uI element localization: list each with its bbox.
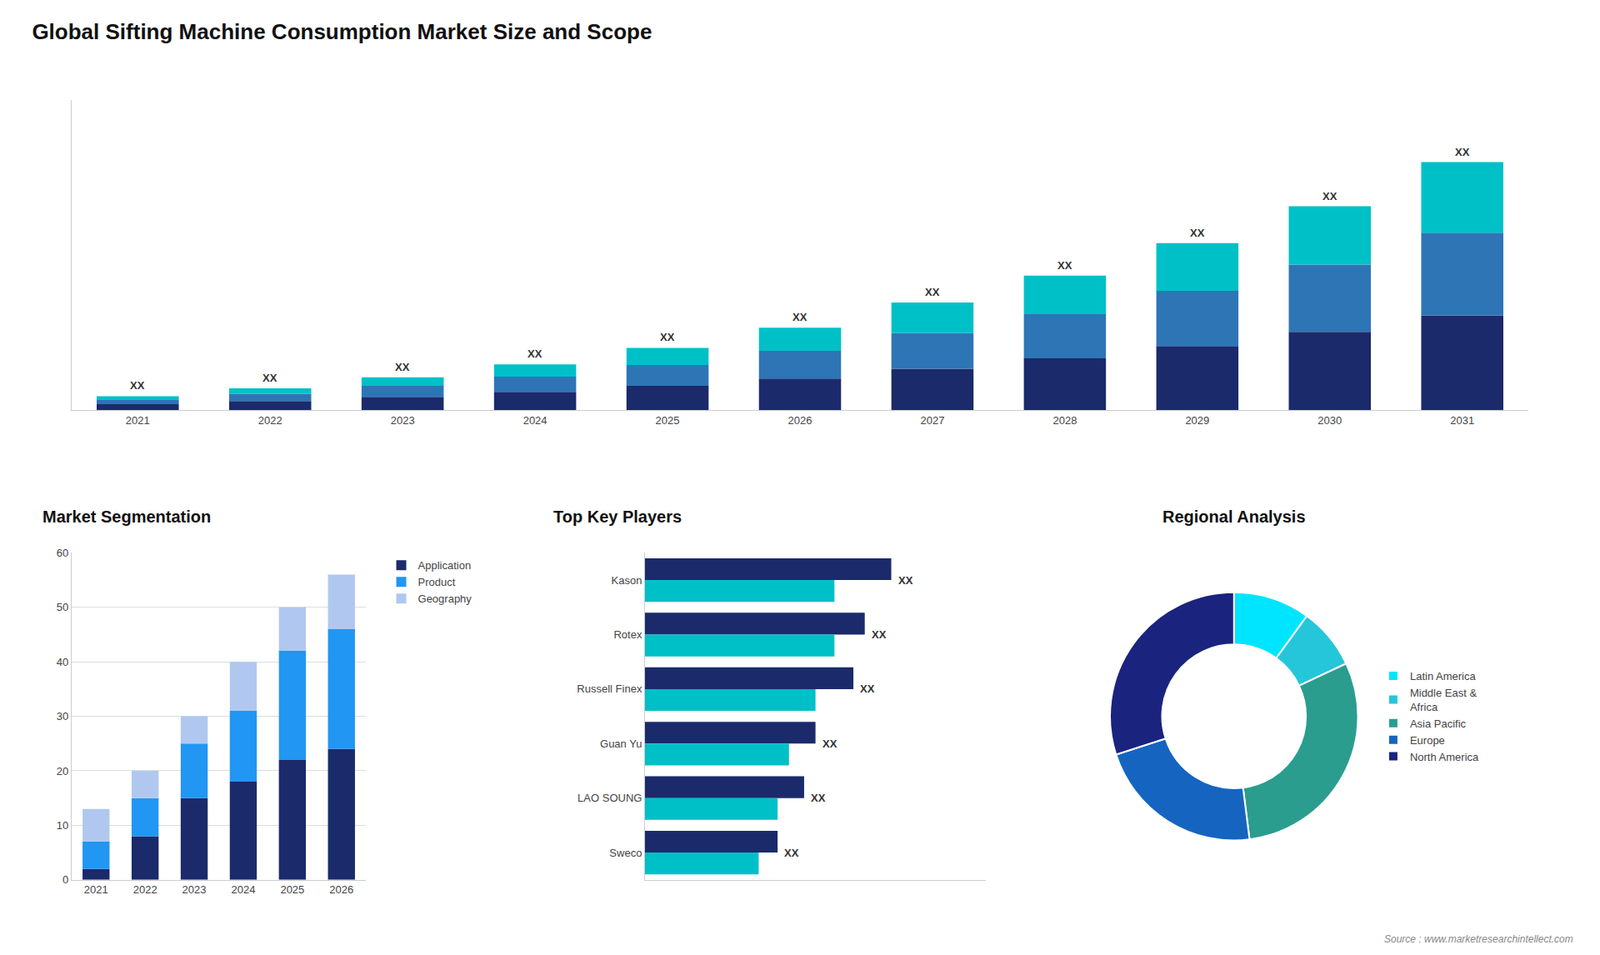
svg-text:XX: XX <box>660 330 675 344</box>
svg-text:2028: 2028 <box>1052 414 1077 427</box>
svg-text:XX: XX <box>262 371 278 385</box>
svg-text:XX: XX <box>1322 190 1338 203</box>
svg-text:XX: XX <box>822 737 838 750</box>
svg-text:Middle East &Africa: Middle East &Africa <box>1410 686 1478 714</box>
svg-text:2030: 2030 <box>1317 414 1342 427</box>
svg-text:Geography: Geography <box>418 592 473 605</box>
svg-text:XX: XX <box>925 285 940 299</box>
svg-text:Regional Analysis: Regional Analysis <box>1162 507 1306 526</box>
svg-text:Top Key Players: Top Key Players <box>553 507 682 526</box>
svg-text:2021: 2021 <box>84 883 109 896</box>
svg-text:2022: 2022 <box>133 883 158 896</box>
svg-text:2026: 2026 <box>788 414 813 427</box>
svg-text:Kason: Kason <box>611 574 643 587</box>
svg-text:Asia Pacific: Asia Pacific <box>1410 717 1467 730</box>
svg-text:Rotex: Rotex <box>613 628 642 641</box>
svg-text:2023: 2023 <box>390 414 415 427</box>
svg-text:2023: 2023 <box>182 883 207 896</box>
svg-text:XX: XX <box>1190 226 1205 240</box>
svg-text:30: 30 <box>56 710 69 723</box>
svg-text:Russell Finex: Russell Finex <box>576 682 643 695</box>
svg-text:Guan Yu: Guan Yu <box>600 737 642 750</box>
svg-text:Global Sifting Machine Consump: Global Sifting Machine Consumption Marke… <box>31 19 652 45</box>
svg-text:XX: XX <box>527 347 543 360</box>
svg-text:XX: XX <box>810 791 826 805</box>
svg-text:Europe: Europe <box>1410 734 1445 747</box>
svg-text:XX: XX <box>784 846 800 860</box>
svg-text:XX: XX <box>1455 145 1470 159</box>
svg-text:XX: XX <box>860 682 875 695</box>
svg-text:2025: 2025 <box>655 414 680 427</box>
svg-text:40: 40 <box>56 655 69 669</box>
svg-text:0: 0 <box>62 873 69 886</box>
svg-text:2027: 2027 <box>920 414 945 427</box>
svg-text:XX: XX <box>792 310 808 324</box>
svg-text:2024: 2024 <box>230 883 255 896</box>
svg-text:Source : www.marketresearchint: Source : www.marketresearchintellect.com <box>1384 933 1574 945</box>
svg-text:2031: 2031 <box>1450 414 1475 427</box>
svg-text:60: 60 <box>56 546 69 560</box>
svg-text:Latin America: Latin America <box>1410 670 1477 683</box>
svg-text:2029: 2029 <box>1185 414 1210 427</box>
svg-text:LAO SOUNG: LAO SOUNG <box>577 791 642 805</box>
svg-text:XX: XX <box>1057 259 1073 272</box>
svg-text:2025: 2025 <box>280 883 305 896</box>
svg-text:XX: XX <box>130 379 145 392</box>
svg-text:Application: Application <box>418 559 472 572</box>
svg-text:10: 10 <box>56 819 69 832</box>
svg-text:50: 50 <box>56 600 69 614</box>
svg-text:Product: Product <box>418 575 456 589</box>
svg-text:2024: 2024 <box>523 414 548 427</box>
svg-text:Market Segmentation: Market Segmentation <box>42 507 211 526</box>
svg-text:XX: XX <box>871 628 887 641</box>
svg-text:2021: 2021 <box>125 414 150 427</box>
svg-text:XX: XX <box>395 360 410 374</box>
svg-text:North America: North America <box>1410 750 1480 764</box>
svg-text:2022: 2022 <box>258 414 283 427</box>
svg-text:XX: XX <box>898 574 914 587</box>
svg-text:20: 20 <box>56 765 69 778</box>
svg-text:Sweco: Sweco <box>609 846 642 860</box>
svg-text:2026: 2026 <box>329 883 354 896</box>
